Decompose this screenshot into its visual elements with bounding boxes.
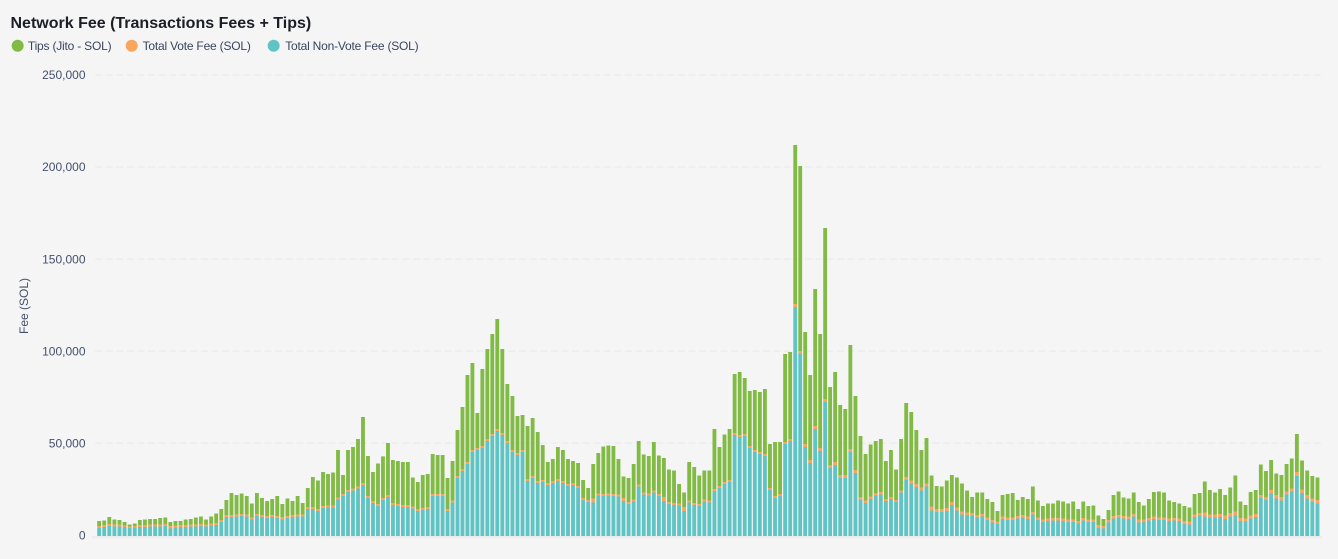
svg-text:Fee (SOL): Fee (SOL) (17, 278, 31, 334)
svg-text:250,000: 250,000 (42, 68, 86, 82)
svg-text:50,000: 50,000 (49, 436, 86, 450)
svg-text:0: 0 (79, 528, 86, 542)
svg-text:Network Fee (Transactions Fees: Network Fee (Transactions Fees + Tips) (11, 15, 312, 32)
svg-text:200,000: 200,000 (42, 160, 86, 174)
svg-text:100,000: 100,000 (42, 344, 86, 358)
svg-text:150,000: 150,000 (42, 252, 86, 266)
svg-text:Tips (Jito - SOL): Tips (Jito - SOL) (28, 39, 112, 53)
svg-text:Total Vote Fee (SOL): Total Vote Fee (SOL) (143, 39, 251, 53)
svg-text:Total Non-Vote Fee (SOL): Total Non-Vote Fee (SOL) (285, 39, 418, 53)
